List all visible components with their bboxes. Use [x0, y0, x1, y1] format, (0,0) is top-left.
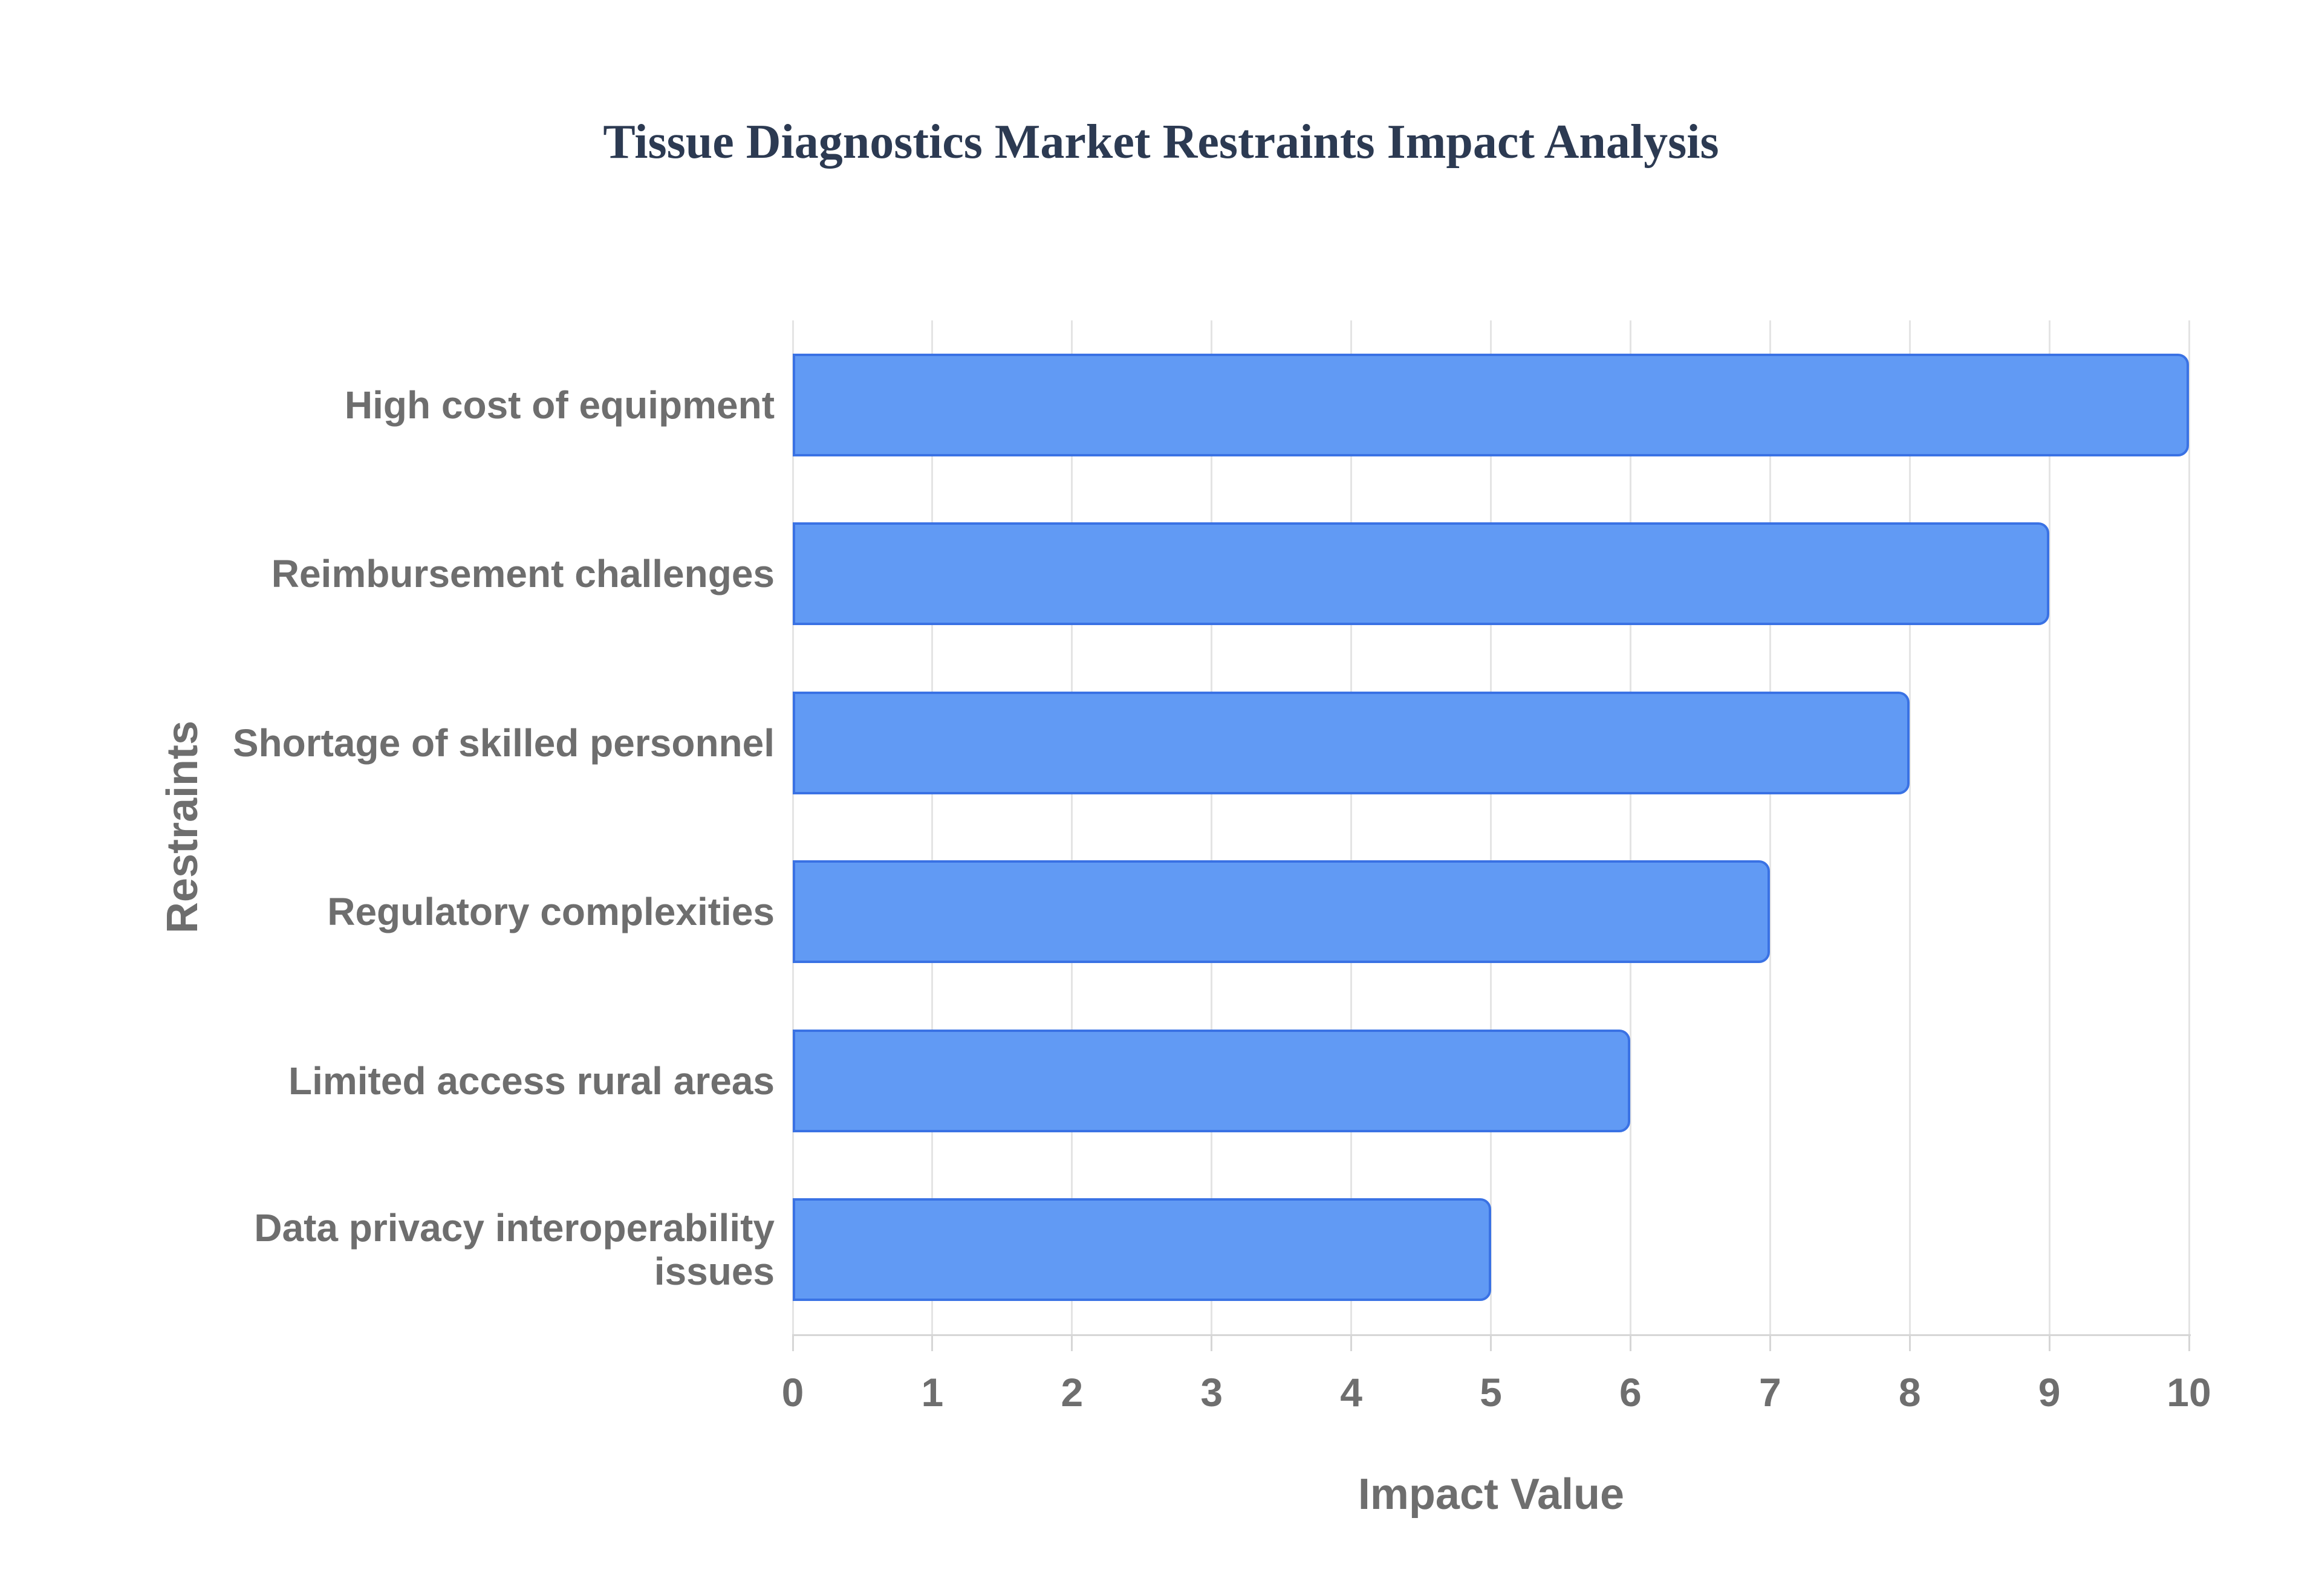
x-tick-label-8: 8 — [1898, 1370, 1921, 1415]
category-label-data-privacy-interoperability-issues: Data privacy interoperability issues — [254, 1206, 775, 1294]
gridline-x-1 — [931, 320, 934, 1334]
category-label-reimbursement-challenges: Reimbursement challenges — [271, 552, 775, 596]
gridline-x-5 — [1490, 320, 1492, 1334]
x-tick-label-0: 0 — [781, 1370, 804, 1415]
x-tick-mark-8 — [1908, 1334, 1911, 1351]
bar-shortage-of-skilled-personnel — [793, 691, 1910, 794]
x-tick-mark-3 — [1211, 1334, 1213, 1351]
x-tick-label-10: 10 — [2167, 1370, 2211, 1415]
gridline-x-2 — [1071, 320, 1073, 1334]
x-axis-line — [793, 1334, 2191, 1336]
bar-regulatory-complexities — [793, 860, 1771, 964]
gridline-x-0 — [792, 320, 794, 1334]
x-tick-label-4: 4 — [1340, 1370, 1362, 1415]
category-label-limited-access-rural-areas: Limited access rural areas — [288, 1059, 775, 1103]
bar-limited-access-rural-areas — [793, 1029, 1631, 1132]
gridline-x-9 — [2048, 320, 2050, 1334]
x-tick-mark-6 — [1629, 1334, 1631, 1351]
gridline-x-4 — [1350, 320, 1353, 1334]
x-tick-mark-7 — [1769, 1334, 1771, 1351]
bar-data-privacy-interoperability-issues — [793, 1198, 1491, 1302]
x-tick-label-5: 5 — [1480, 1370, 1502, 1415]
x-tick-label-1: 1 — [921, 1370, 944, 1415]
x-tick-mark-2 — [1071, 1334, 1073, 1351]
category-label-shortage-of-skilled-personnel: Shortage of skilled personnel — [232, 721, 775, 765]
gridline-x-10 — [2188, 320, 2190, 1334]
x-tick-mark-5 — [1490, 1334, 1492, 1351]
x-tick-label-7: 7 — [1758, 1370, 1781, 1415]
gridline-x-6 — [1629, 320, 1631, 1334]
gridline-x-3 — [1211, 320, 1213, 1334]
x-tick-mark-9 — [2048, 1334, 2050, 1351]
x-axis-title: Impact Value — [1358, 1470, 1625, 1519]
chart-title: Tissue Diagnostics Market Restraints Imp… — [603, 115, 1719, 169]
x-tick-label-6: 6 — [1619, 1370, 1642, 1415]
x-tick-label-3: 3 — [1200, 1370, 1223, 1415]
y-axis-title: Restraints — [158, 720, 207, 934]
x-tick-mark-1 — [931, 1334, 934, 1351]
bar-reimbursement-challenges — [793, 522, 2050, 626]
x-tick-label-2: 2 — [1061, 1370, 1084, 1415]
bar-high-cost-of-equipment — [793, 353, 2189, 456]
gridline-x-8 — [1908, 320, 1911, 1334]
x-tick-mark-0 — [792, 1334, 794, 1351]
category-label-high-cost-of-equipment: High cost of equipment — [344, 383, 775, 427]
x-tick-label-9: 9 — [2038, 1370, 2061, 1415]
gridline-x-7 — [1769, 320, 1771, 1334]
x-tick-mark-10 — [2188, 1334, 2190, 1351]
x-tick-mark-4 — [1350, 1334, 1353, 1351]
category-label-regulatory-complexities: Regulatory complexities — [327, 890, 775, 934]
